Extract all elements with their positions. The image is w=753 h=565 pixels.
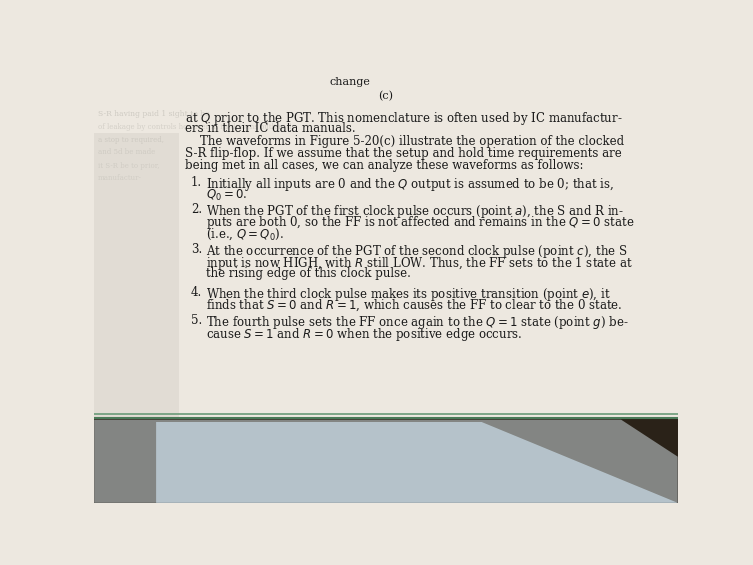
Text: Initially all inputs are 0 and the $Q$ output is assumed to be 0; that is,: Initially all inputs are 0 and the $Q$ o… [206,176,614,193]
Text: 4.: 4. [191,286,203,299]
Text: 1.: 1. [191,176,202,189]
Text: At the occurrence of the PGT of the second clock pulse (point $c$), the S: At the occurrence of the PGT of the seco… [206,244,628,260]
Text: puts are both 0, so the FF is not affected and remains in the $Q = 0$ state: puts are both 0, so the FF is not affect… [206,215,635,232]
Text: 5.: 5. [191,314,203,327]
Text: cause $S = 1$ and $R = 0$ when the positive edge occurs.: cause $S = 1$ and $R = 0$ when the posit… [206,326,523,343]
Text: S-R having paid 1 sight to be: S-R having paid 1 sight to be [98,110,209,118]
Bar [94,418,678,503]
Text: of leakage by controls however in its designs outline d.: of leakage by controls however in its de… [98,123,294,131]
Text: a stop to required,: a stop to required, [98,136,164,144]
Bar [94,133,179,433]
Text: When the third clock pulse makes its positive transition (point $e$), it: When the third clock pulse makes its pos… [206,286,611,303]
Text: (c): (c) [378,91,393,101]
Text: and 5d be made: and 5d be made [98,148,155,156]
Text: $Q_0 = 0$.: $Q_0 = 0$. [206,188,248,203]
Polygon shape [156,422,678,503]
Text: 3.: 3. [191,244,203,257]
Text: finds that $S = 0$ and $R = 1$, which causes the FF to clear to the 0 state.: finds that $S = 0$ and $R = 1$, which ca… [206,298,623,313]
Text: the rising edge of this clock pulse.: the rising edge of this clock pulse. [206,267,411,280]
Text: When the PGT of the first clock pulse occurs (point $a$), the S and R in-: When the PGT of the first clock pulse oc… [206,202,624,220]
Text: at $Q$ prior to the PGT. This nomenclature is often used by IC manufactur-: at $Q$ prior to the PGT. This nomenclatu… [184,110,623,127]
Text: manufactur-: manufactur- [98,174,142,182]
Polygon shape [94,420,678,503]
Text: S-R flip-flop. If we assume that the setup and hold time requirements are: S-R flip-flop. If we assume that the set… [184,147,621,160]
Text: (i.e., $Q = Q_0$).: (i.e., $Q = Q_0$). [206,227,285,242]
Text: it S-R be to prior,: it S-R be to prior, [98,162,160,169]
Text: change: change [329,77,370,87]
Text: being met in all cases, we can analyze these waveforms as follows:: being met in all cases, we can analyze t… [184,159,584,172]
Text: input is now HIGH, with $R$ still LOW. Thus, the FF sets to the 1 state at: input is now HIGH, with $R$ still LOW. T… [206,255,633,272]
Text: The waveforms in Figure 5-20(c) illustrate the operation of the clocked: The waveforms in Figure 5-20(c) illustra… [200,135,624,148]
Text: The fourth pulse sets the FF once again to the $Q = 1$ state (point $g$) be-: The fourth pulse sets the FF once again … [206,314,629,331]
Text: 2.: 2. [191,202,202,216]
Text: ers in their IC data manuals.: ers in their IC data manuals. [184,122,355,135]
